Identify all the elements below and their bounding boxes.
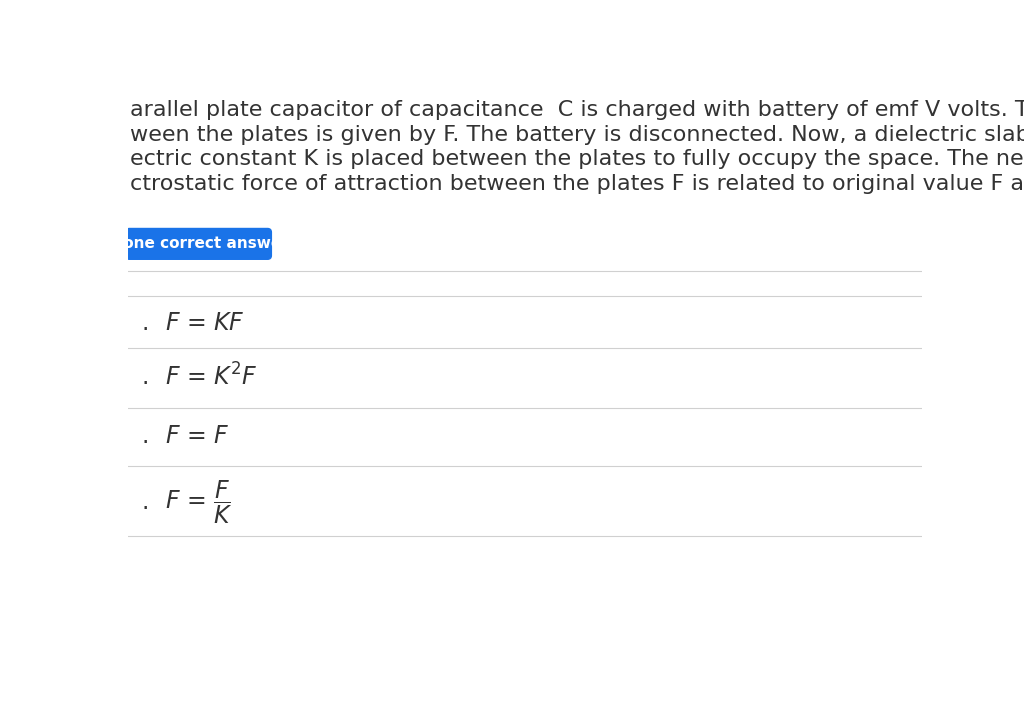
Text: $\it{F}$ = $\it{K}$$\it{F}$: $\it{F}$ = $\it{K}$$\it{F}$	[165, 311, 245, 336]
Text: .: .	[142, 490, 150, 514]
Text: $\it{F}$ = $\it{K}^2$$\it{F}$: $\it{F}$ = $\it{K}^2$$\it{F}$	[165, 364, 258, 391]
Text: .: .	[142, 424, 150, 448]
Text: arallel plate capacitor of capacitance  C is charged with battery of emf V volts: arallel plate capacitor of capacitance C…	[130, 100, 1024, 120]
Text: .: .	[142, 311, 150, 336]
Text: y one correct answer: y one correct answer	[109, 237, 289, 252]
Text: $\it{F}$ = $\dfrac{\it{F}}{\it{K}}$: $\it{F}$ = $\dfrac{\it{F}}{\it{K}}$	[165, 478, 232, 526]
Text: $\it{F}$ = $\it{F}$: $\it{F}$ = $\it{F}$	[165, 424, 229, 448]
Text: ctrostatic force of attraction between the plates F is related to original value: ctrostatic force of attraction between t…	[130, 174, 1024, 194]
FancyBboxPatch shape	[126, 229, 271, 260]
Text: ween the plates is given by F. The battery is disconnected. Now, a dielectric sl: ween the plates is given by F. The batte…	[130, 125, 1024, 145]
Text: .: .	[142, 365, 150, 389]
Text: ectric constant K is placed between the plates to fully occupy the space. The ne: ectric constant K is placed between the …	[130, 149, 1024, 169]
